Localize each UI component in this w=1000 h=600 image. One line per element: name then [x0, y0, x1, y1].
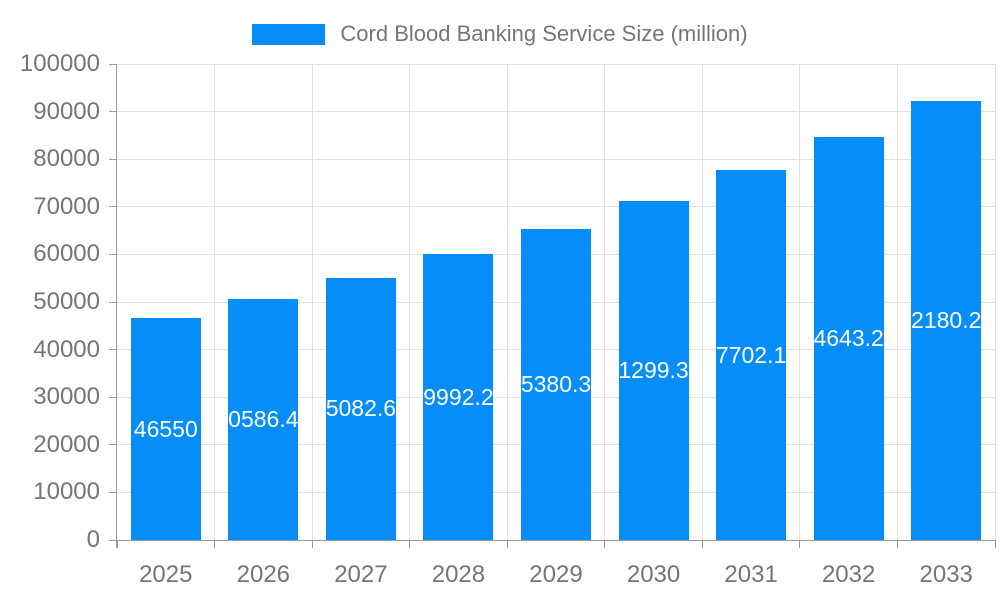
- x-gridline: [311, 64, 313, 540]
- bar-2025[interactable]: 46550: [130, 318, 201, 540]
- bar-2026[interactable]: 50586.45: [228, 299, 299, 540]
- y-axis-tick-label: 50000: [33, 288, 100, 315]
- y-axis-tick: [109, 111, 117, 113]
- y-axis-tick-label: 0: [86, 526, 100, 553]
- x-gridline: [506, 64, 508, 540]
- bar-value-label: 55082.68: [325, 395, 396, 422]
- y-gridline: [117, 111, 995, 113]
- y-axis-tick: [109, 444, 117, 446]
- legend-label: Cord Blood Banking Service Size (million…: [340, 21, 748, 46]
- y-gridline: [117, 63, 995, 65]
- x-gridline: [799, 64, 801, 540]
- x-gridline: [409, 64, 411, 540]
- y-axis-tick-label: 80000: [33, 145, 100, 173]
- x-axis-tick-label: 2030: [626, 561, 681, 588]
- y-axis-tick: [109, 491, 117, 493]
- x-axis-tick: [311, 540, 313, 548]
- x-axis-tick-label: 2026: [236, 561, 291, 588]
- x-axis-tick: [506, 540, 508, 548]
- bar-2027[interactable]: 55082.68: [325, 277, 396, 540]
- y-axis-tick: [109, 63, 117, 65]
- bar-2031[interactable]: 77702.19: [716, 170, 787, 540]
- x-axis-line: [109, 539, 995, 541]
- y-axis-tick-label: 90000: [33, 97, 100, 125]
- y-axis-tick: [109, 396, 117, 398]
- y-axis-tick: [109, 253, 117, 255]
- bar-value-label: 65380.35: [521, 370, 591, 397]
- x-axis-tick: [701, 540, 703, 548]
- y-axis-tick-label: 20000: [33, 430, 100, 458]
- legend[interactable]: Cord Blood Banking Service Size (million…: [0, 20, 1000, 48]
- bar-value-label: 71299.36: [618, 356, 689, 383]
- y-axis-tick-label: 100000: [19, 50, 100, 77]
- y-axis-tick-label: 10000: [33, 478, 100, 506]
- x-axis-tick-label: 2032: [821, 561, 876, 588]
- x-axis-tick: [604, 540, 606, 548]
- x-axis-tick: [896, 540, 898, 548]
- x-axis-tick-label: 2031: [724, 561, 778, 588]
- x-gridline: [604, 64, 606, 540]
- x-gridline: [701, 64, 703, 540]
- y-axis-tick: [109, 301, 117, 303]
- x-axis-tick: [799, 540, 801, 548]
- bar-value-label: 77702.19: [716, 341, 787, 368]
- x-axis-tick-label: 2025: [139, 561, 193, 588]
- y-axis-line: [116, 64, 117, 548]
- x-gridline: [994, 64, 996, 540]
- legend-swatch: [252, 23, 326, 45]
- y-axis-tick-label: 70000: [33, 192, 100, 220]
- y-gridline: [117, 206, 995, 208]
- y-gridline: [117, 158, 995, 160]
- x-axis-tick-label: 2029: [529, 561, 583, 588]
- y-axis-tick: [109, 206, 117, 208]
- x-gridline: [214, 64, 216, 540]
- bar-value-label: 92180.25: [911, 307, 982, 334]
- bar-value-label: 46550: [133, 415, 198, 442]
- y-axis-tick: [109, 349, 117, 351]
- bar-2033[interactable]: 92180.25: [911, 101, 982, 540]
- x-axis-tick-label: 2033: [919, 561, 973, 588]
- bar-2028[interactable]: 59992.25: [423, 254, 494, 540]
- y-axis-tick-label: 40000: [33, 335, 100, 363]
- y-axis-tick-label: 30000: [33, 383, 100, 411]
- bar-2029[interactable]: 65380.35: [521, 228, 591, 540]
- bar-value-label: 50586.45: [228, 406, 299, 433]
- x-axis-tick-label: 2028: [431, 561, 486, 588]
- x-axis-tick: [116, 540, 118, 548]
- x-axis-tick: [994, 540, 996, 548]
- bar-value-label: 59992.25: [423, 383, 494, 410]
- x-axis-tick: [409, 540, 411, 548]
- y-axis-tick: [109, 158, 117, 160]
- y-axis-tick-label: 60000: [33, 240, 100, 268]
- bar-2030[interactable]: 71299.36: [618, 200, 689, 540]
- bar-value-label: 84643.21: [813, 325, 884, 352]
- x-axis-tick: [214, 540, 216, 548]
- x-gridline: [896, 64, 898, 540]
- bar-2032[interactable]: 84643.21: [813, 137, 884, 540]
- x-axis-tick-label: 2027: [334, 561, 388, 588]
